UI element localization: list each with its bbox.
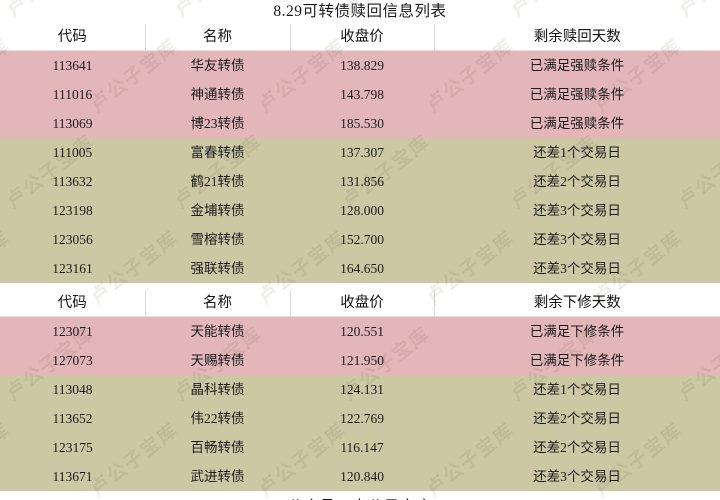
cell-name: 金埔转债 [145,196,290,225]
cell-code: 123056 [0,225,145,254]
table-row: 113641 华友转债 138.829 已满足强赎条件 [0,50,720,80]
cell-name: 雪榕转债 [145,225,290,254]
cell-days: 还差2个交易日 [434,167,720,196]
cell-name: 神通转债 [145,80,290,109]
cell-price: 120.840 [290,462,434,491]
column-header-price: 收盘价 [290,24,435,51]
cell-code: 113069 [0,109,145,138]
cell-days: 还差2个交易日 [434,433,720,462]
cell-price: 137.307 [290,138,434,167]
cell-price: 185.530 [290,109,434,138]
cell-days: 已满足下修条件 [434,346,720,375]
cell-code: 113048 [0,375,145,404]
column-header-name: 名称 [145,290,291,317]
cell-price: 116.147 [290,433,434,462]
cell-code: 111005 [0,138,145,167]
cell-name: 鹤21转债 [145,167,290,196]
cell-code: 123175 [0,433,145,462]
cell-price: 152.700 [290,225,434,254]
cell-code: 113652 [0,404,145,433]
cell-price: 164.650 [290,254,434,283]
cell-price: 128.000 [290,196,434,225]
table-row: 123161 强联转债 164.650 还差3个交易日 [0,254,720,283]
cell-days: 还差3个交易日 [434,254,720,283]
cell-name: 博23转债 [145,109,290,138]
cell-days: 还差1个交易日 [434,138,720,167]
table-row: 113671 武进转债 120.840 还差3个交易日 [0,462,720,491]
footer-credit: 公众号：卢公子宝库 [0,491,720,500]
cell-price: 138.829 [290,50,434,80]
cell-price: 124.131 [290,375,434,404]
table-row: 123071 天能转债 120.551 已满足下修条件 [0,316,720,346]
cell-days: 已满足强赎条件 [434,50,720,80]
spacer-table [0,283,720,290]
cell-name: 富春转债 [145,138,290,167]
table-row: 113048 晶科转债 124.131 还差1个交易日 [0,375,720,404]
cell-days: 已满足强赎条件 [434,109,720,138]
cell-price: 131.856 [290,167,434,196]
cell-code: 123198 [0,196,145,225]
column-header-days: 剩余赎回天数 [434,24,720,51]
cell-days: 还差3个交易日 [434,225,720,254]
cell-days: 还差2个交易日 [434,404,720,433]
downward-revision-table: 代码 名称 收盘价 剩余下修天数 123071 天能转债 120.551 已满足下修条件 127… [0,290,720,491]
cell-code: 113641 [0,50,145,80]
cell-code: 113671 [0,462,145,491]
cell-name: 华友转债 [145,50,290,80]
cell-name: 百畅转债 [145,433,290,462]
cell-name: 天赐转债 [145,346,290,375]
cell-price: 121.950 [290,346,434,375]
cell-price: 122.769 [290,404,434,433]
cell-code: 123071 [0,316,145,346]
cell-days: 已满足下修条件 [434,316,720,346]
table-header-row: 代码 名称 收盘价 剩余下修天数 [0,290,720,317]
page-title: 8.29可转债赎回信息列表 [0,0,720,24]
table-header-row: 代码 名称 收盘价 剩余赎回天数 [0,24,720,51]
table-row: 111005 富春转债 137.307 还差1个交易日 [0,138,720,167]
cell-code: 127073 [0,346,145,375]
column-header-name: 名称 [145,24,291,51]
table-gap-cell [0,283,720,290]
cell-price: 143.798 [290,80,434,109]
table-row: 123175 百畅转债 116.147 还差2个交易日 [0,433,720,462]
cell-name: 天能转债 [145,316,290,346]
cell-name: 武进转债 [145,462,290,491]
cell-days: 已满足强赎条件 [434,80,720,109]
cell-days: 还差3个交易日 [434,196,720,225]
table-row: 123056 雪榕转债 152.700 还差3个交易日 [0,225,720,254]
cell-code: 111016 [0,80,145,109]
cell-code: 123161 [0,254,145,283]
column-header-days: 剩余下修天数 [434,290,720,317]
column-header-code: 代码 [0,24,146,51]
cell-name: 晶科转债 [145,375,290,404]
table-row: 111016 神通转债 143.798 已满足强赎条件 [0,80,720,109]
column-header-price: 收盘价 [290,290,435,317]
table-row: 113069 博23转债 185.530 已满足强赎条件 [0,109,720,138]
table-row: 113652 伟22转债 122.769 还差2个交易日 [0,404,720,433]
table-row: 127073 天赐转债 121.950 已满足下修条件 [0,346,720,375]
column-header-code: 代码 [0,290,146,317]
cell-price: 120.551 [290,316,434,346]
cell-name: 伟22转债 [145,404,290,433]
table-row: 123198 金埔转债 128.000 还差3个交易日 [0,196,720,225]
cell-code: 113632 [0,167,145,196]
cell-days: 还差3个交易日 [434,462,720,491]
cell-name: 强联转债 [145,254,290,283]
table-row: 113632 鹤21转债 131.856 还差2个交易日 [0,167,720,196]
table-gap [0,283,720,290]
cell-days: 还差1个交易日 [434,375,720,404]
redeem-table: 代码 名称 收盘价 剩余赎回天数 113641 华友转债 138.829 已满足强赎条件 111… [0,24,720,283]
